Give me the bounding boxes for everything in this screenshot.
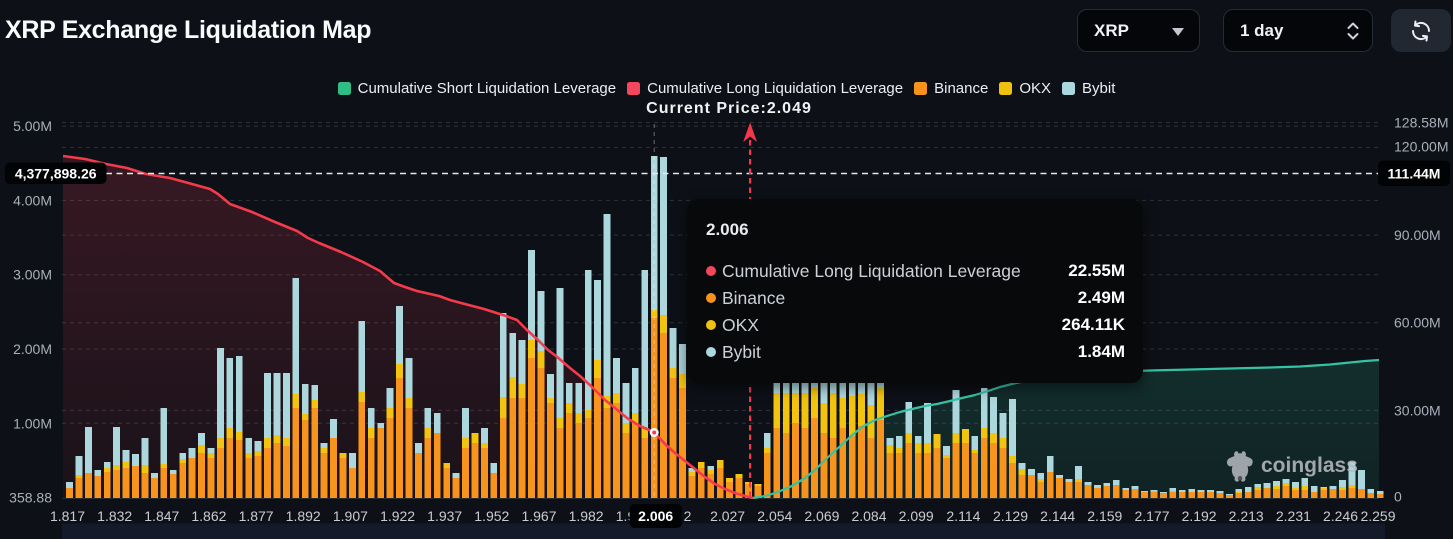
svg-text:2: 2 [684,508,692,524]
svg-text:60.00M: 60.00M [1394,315,1441,331]
svg-text:358.88: 358.88 [9,490,52,506]
svg-text:2.177: 2.177 [1134,508,1169,524]
svg-text:0: 0 [1394,489,1402,505]
svg-text:2.246: 2.246 [1323,508,1358,524]
svg-text:1.892: 1.892 [286,508,321,524]
svg-text:120.00M: 120.00M [1394,139,1448,155]
svg-text:1.862: 1.862 [191,508,226,524]
svg-text:1.877: 1.877 [239,508,274,524]
svg-text:4,377,898.26: 4,377,898.26 [15,166,97,182]
svg-text:2.192: 2.192 [1182,508,1217,524]
svg-text:2.006: 2.006 [638,508,673,524]
svg-text:30.00M: 30.00M [1394,402,1441,418]
svg-text:2.099: 2.099 [899,508,934,524]
svg-text:2.00M: 2.00M [13,341,52,357]
svg-text:1.00M: 1.00M [13,415,52,431]
svg-text:2.027: 2.027 [710,508,745,524]
svg-text:2.144: 2.144 [1040,508,1075,524]
svg-text:2.114: 2.114 [946,508,980,524]
svg-text:1.907: 1.907 [333,508,368,524]
svg-text:2.231: 2.231 [1276,508,1311,524]
svg-text:2.213: 2.213 [1229,508,1264,524]
svg-text:111.44M: 111.44M [1388,166,1441,182]
svg-text:2.159: 2.159 [1087,508,1122,524]
svg-text:1.967: 1.967 [521,508,556,524]
svg-text:1.847: 1.847 [144,508,179,524]
svg-text:1.952: 1.952 [474,508,509,524]
svg-text:2.259: 2.259 [1360,508,1395,524]
svg-text:2.129: 2.129 [993,508,1028,524]
svg-text:128.58M: 128.58M [1394,114,1448,130]
svg-text:1.937: 1.937 [427,508,462,524]
svg-text:2.084: 2.084 [851,508,886,524]
svg-text:4.00M: 4.00M [13,192,52,208]
svg-text:2.054: 2.054 [757,508,792,524]
svg-text:1.922: 1.922 [380,508,415,524]
svg-text:5.00M: 5.00M [13,118,52,134]
svg-text:1.832: 1.832 [97,508,132,524]
svg-text:1.982: 1.982 [569,508,604,524]
svg-text:90.00M: 90.00M [1394,227,1441,243]
svg-text:2.069: 2.069 [804,508,839,524]
svg-text:1.817: 1.817 [50,508,85,524]
svg-text:3.00M: 3.00M [13,267,52,283]
